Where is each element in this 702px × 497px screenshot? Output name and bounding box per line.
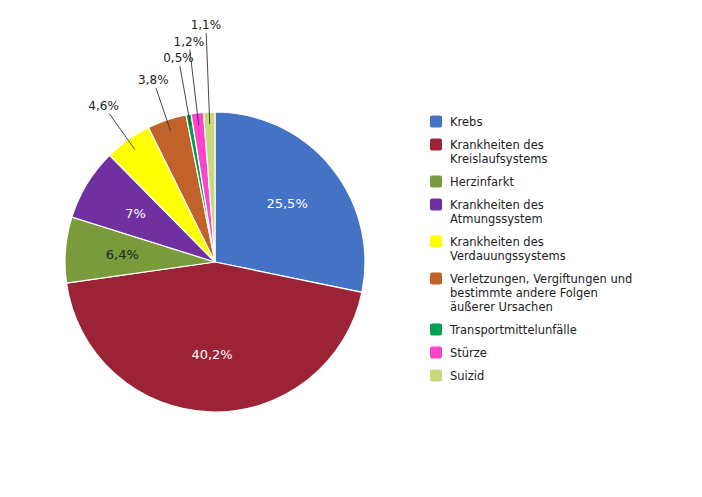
data-label: 7%	[125, 206, 146, 221]
legend-item: Transportmittelunfälle	[430, 323, 577, 337]
legend-label: Krankheiten desVerdauungssystems	[450, 235, 566, 263]
data-label: 0,5%	[163, 51, 194, 65]
legend-swatch	[430, 273, 442, 285]
legend-swatch	[430, 199, 442, 211]
leader-line	[156, 88, 171, 131]
legend-item: Krankheiten desKreislaufsystems	[430, 138, 547, 166]
leader-line	[109, 114, 135, 150]
slice	[204, 112, 215, 262]
data-label: 40,2%	[191, 347, 232, 362]
data-label: 25,5%	[266, 196, 307, 211]
legend-item: Krebs	[430, 115, 482, 129]
slice	[191, 112, 215, 262]
legend-swatch	[430, 347, 442, 359]
data-label: 4,6%	[88, 99, 119, 113]
leader-line	[206, 33, 209, 124]
slices	[65, 112, 365, 412]
legend-item: Herzinfarkt	[430, 175, 514, 189]
legend-label: Krebs	[450, 115, 482, 129]
leader-line	[190, 50, 199, 125]
legend-label: Stürze	[450, 346, 487, 360]
legend-swatch	[430, 116, 442, 128]
legend: Krebs Krankheiten desKreislaufsystems Herz…	[430, 115, 632, 383]
legend-label: Transportmittelunfälle	[449, 323, 577, 337]
data-labels: 25,5% 40,2% 6,4% 7% 4,6% 3,8% 0,5% 1,2% 1,1%	[88, 18, 307, 362]
legend-item: Krankheiten desVerdauungssystems	[430, 235, 566, 263]
legend-swatch	[430, 176, 442, 188]
chart: 25,5% 40,2% 6,4% 7% 4,6% 3,8% 0,5% 1,2% 1,1% Kreb…	[0, 0, 702, 497]
legend-item: Verletzungen, Vergiftungen undbestimmte …	[430, 272, 632, 314]
data-label: 1,1%	[191, 18, 222, 32]
data-label: 1,2%	[174, 35, 205, 49]
slice	[66, 262, 361, 412]
legend-swatch	[430, 139, 442, 151]
data-label: 3,8%	[138, 73, 169, 87]
legend-label: Krankheiten desKreislaufsystems	[450, 138, 547, 166]
legend-label: Krankheiten desAtmungssystem	[450, 198, 544, 226]
leader-line	[180, 66, 191, 126]
legend-label: Herzinfarkt	[450, 175, 514, 189]
data-label: 6,4%	[106, 247, 139, 262]
legend-item: Stürze	[430, 346, 487, 360]
legend-label: Verletzungen, Vergiftungen undbestimmte …	[450, 272, 632, 314]
legend-swatch	[430, 236, 442, 248]
slice	[215, 112, 365, 292]
legend-label: Suizid	[450, 369, 484, 383]
legend-swatch	[430, 324, 442, 336]
legend-swatch	[430, 370, 442, 382]
legend-item: Suizid	[430, 369, 484, 383]
legend-item: Krankheiten desAtmungssystem	[430, 198, 544, 226]
